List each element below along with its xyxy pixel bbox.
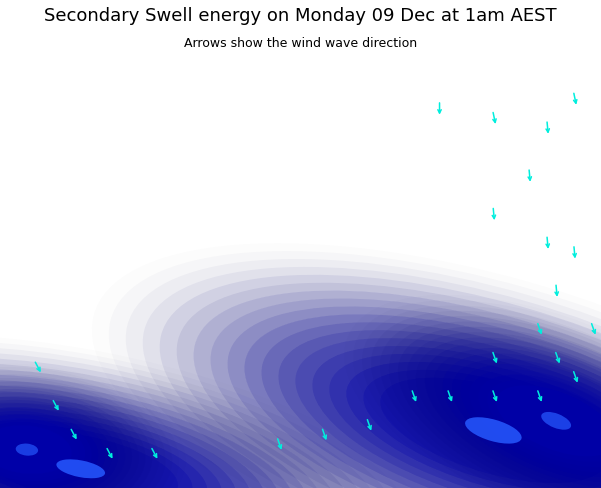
Ellipse shape (0, 404, 112, 488)
Ellipse shape (0, 374, 324, 488)
Ellipse shape (0, 407, 105, 488)
Ellipse shape (16, 444, 38, 456)
Ellipse shape (398, 327, 601, 488)
Ellipse shape (0, 400, 118, 488)
Ellipse shape (0, 422, 78, 478)
Ellipse shape (0, 418, 85, 481)
Ellipse shape (245, 314, 601, 488)
Ellipse shape (0, 414, 92, 485)
Ellipse shape (425, 343, 601, 488)
Ellipse shape (465, 417, 522, 444)
Ellipse shape (0, 389, 139, 488)
Ellipse shape (487, 380, 601, 462)
Ellipse shape (228, 306, 601, 488)
Ellipse shape (478, 375, 601, 467)
Ellipse shape (0, 392, 132, 488)
Ellipse shape (0, 420, 207, 488)
Ellipse shape (313, 346, 601, 488)
Ellipse shape (0, 431, 178, 488)
Ellipse shape (416, 337, 601, 488)
Ellipse shape (389, 322, 601, 488)
Ellipse shape (451, 359, 601, 483)
Ellipse shape (56, 459, 105, 478)
Ellipse shape (443, 353, 601, 488)
Text: Secondary Swell energy on Monday 09 Dec at 1am AEST: Secondary Swell energy on Monday 09 Dec … (44, 7, 557, 25)
Ellipse shape (296, 338, 601, 488)
Ellipse shape (0, 408, 236, 488)
Ellipse shape (329, 354, 601, 488)
Ellipse shape (194, 291, 601, 488)
Ellipse shape (0, 396, 125, 488)
Ellipse shape (346, 362, 601, 488)
Ellipse shape (0, 368, 338, 488)
Ellipse shape (0, 386, 145, 488)
Text: Arrows show the wind wave direction: Arrows show the wind wave direction (184, 37, 417, 50)
Ellipse shape (496, 386, 601, 456)
Ellipse shape (210, 299, 601, 488)
Ellipse shape (434, 348, 601, 488)
Ellipse shape (460, 364, 601, 478)
Ellipse shape (0, 382, 152, 488)
Ellipse shape (363, 370, 601, 488)
Ellipse shape (278, 330, 601, 488)
Ellipse shape (407, 332, 601, 488)
Ellipse shape (0, 380, 310, 488)
Ellipse shape (0, 411, 99, 488)
Ellipse shape (0, 426, 72, 474)
Ellipse shape (380, 378, 601, 483)
Ellipse shape (380, 316, 601, 488)
Ellipse shape (0, 363, 353, 488)
Ellipse shape (469, 369, 601, 472)
Ellipse shape (0, 403, 251, 488)
Ellipse shape (0, 414, 222, 488)
Ellipse shape (542, 412, 571, 430)
Ellipse shape (0, 397, 266, 488)
Ellipse shape (0, 391, 280, 488)
Ellipse shape (0, 386, 295, 488)
Ellipse shape (177, 283, 601, 488)
Ellipse shape (160, 275, 601, 488)
Ellipse shape (0, 357, 368, 488)
Ellipse shape (261, 322, 601, 488)
Ellipse shape (0, 426, 193, 488)
